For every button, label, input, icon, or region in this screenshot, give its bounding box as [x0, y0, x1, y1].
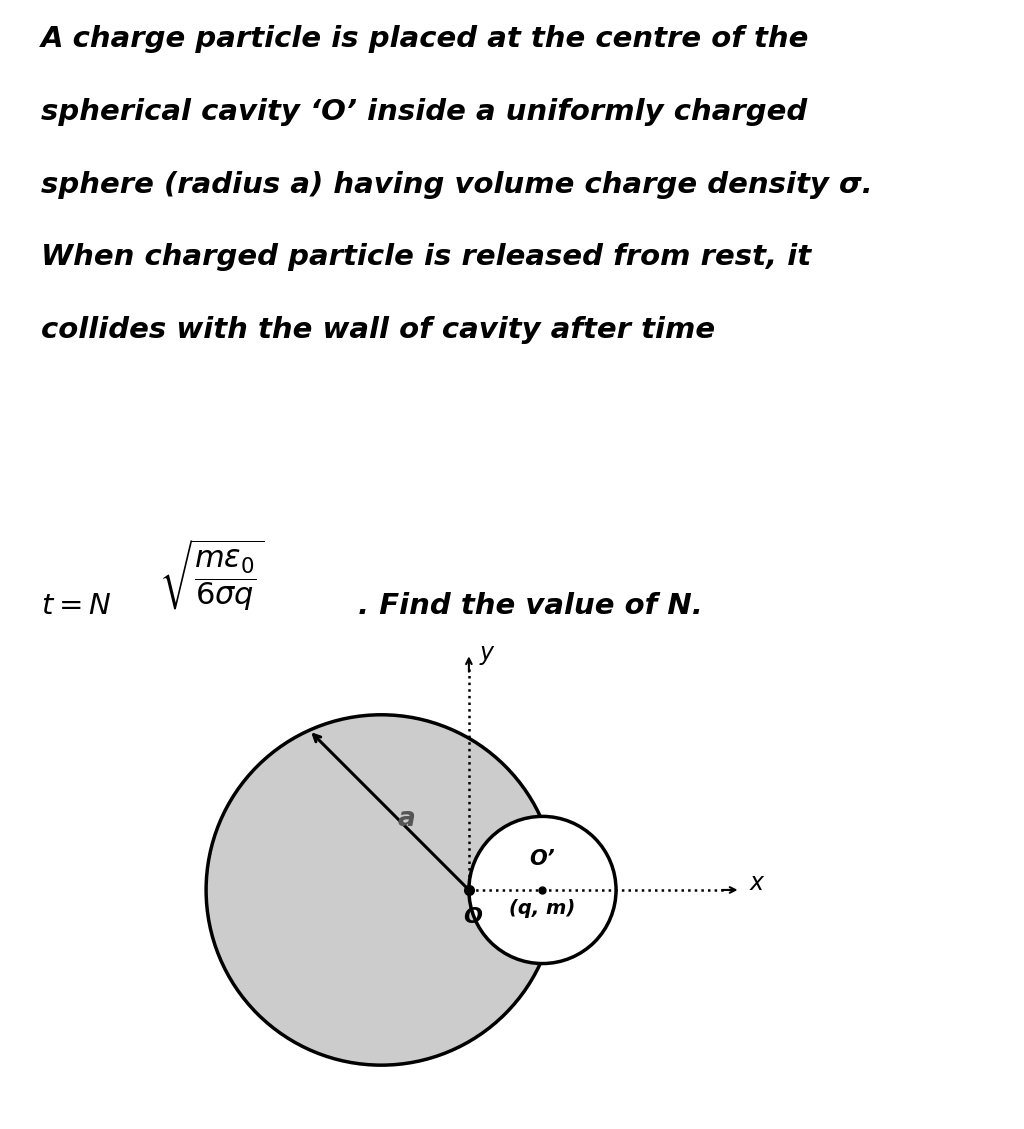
Text: y: y: [479, 641, 494, 665]
Text: O: O: [463, 908, 482, 928]
Text: a: a: [397, 806, 416, 832]
Text: O’: O’: [529, 849, 555, 869]
Text: spherical cavity ‘O’ inside a uniformly charged: spherical cavity ‘O’ inside a uniformly …: [41, 98, 807, 126]
Text: collides with the wall of cavity after time: collides with the wall of cavity after t…: [41, 316, 715, 344]
Text: $\sqrt{\dfrac{m\varepsilon_0}{6\sigma q}}$: $\sqrt{\dfrac{m\varepsilon_0}{6\sigma q}…: [159, 539, 264, 613]
Text: (q, m): (q, m): [509, 899, 575, 918]
Circle shape: [206, 715, 556, 1065]
Text: sphere (radius a) having volume charge density σ.: sphere (radius a) having volume charge d…: [41, 170, 872, 199]
Text: When charged particle is released from rest, it: When charged particle is released from r…: [41, 244, 811, 271]
Text: $\mathit{t = N}$: $\mathit{t = N}$: [41, 592, 112, 620]
Text: x: x: [750, 870, 763, 895]
Circle shape: [469, 816, 616, 963]
Text: A charge particle is placed at the centre of the: A charge particle is placed at the centr…: [41, 25, 809, 53]
Text: . Find the value of N.: . Find the value of N.: [358, 592, 703, 620]
